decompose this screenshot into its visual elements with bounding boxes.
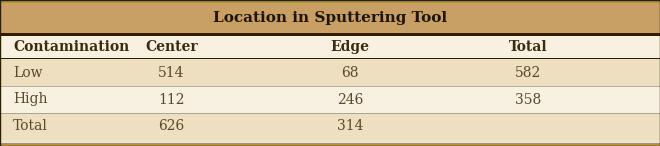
- Text: High: High: [13, 93, 48, 106]
- Text: 68: 68: [341, 66, 358, 80]
- Bar: [0, 113, 660, 140]
- Text: Total: Total: [509, 40, 547, 54]
- Text: 626: 626: [158, 119, 185, 133]
- Text: Location in Sputtering Tool: Location in Sputtering Tool: [213, 11, 447, 25]
- Text: Low: Low: [13, 66, 43, 80]
- Text: Total: Total: [13, 119, 48, 133]
- Text: 112: 112: [158, 93, 185, 106]
- Bar: [0, 113, 660, 114]
- Bar: [0, 58, 660, 59]
- Text: 246: 246: [337, 93, 363, 106]
- Bar: [0, 143, 660, 146]
- Bar: [0, 59, 660, 86]
- Text: 358: 358: [515, 93, 541, 106]
- Text: 514: 514: [158, 66, 185, 80]
- Text: Center: Center: [145, 40, 198, 54]
- Bar: [0, 33, 660, 36]
- Text: Edge: Edge: [330, 40, 370, 54]
- Bar: [0, 3, 660, 33]
- Text: Contamination: Contamination: [13, 40, 129, 54]
- Bar: [0, 36, 660, 58]
- Bar: [0, 86, 660, 87]
- Text: 582: 582: [515, 66, 541, 80]
- Bar: [0, 0, 660, 3]
- Bar: [0, 86, 660, 113]
- Text: 314: 314: [337, 119, 363, 133]
